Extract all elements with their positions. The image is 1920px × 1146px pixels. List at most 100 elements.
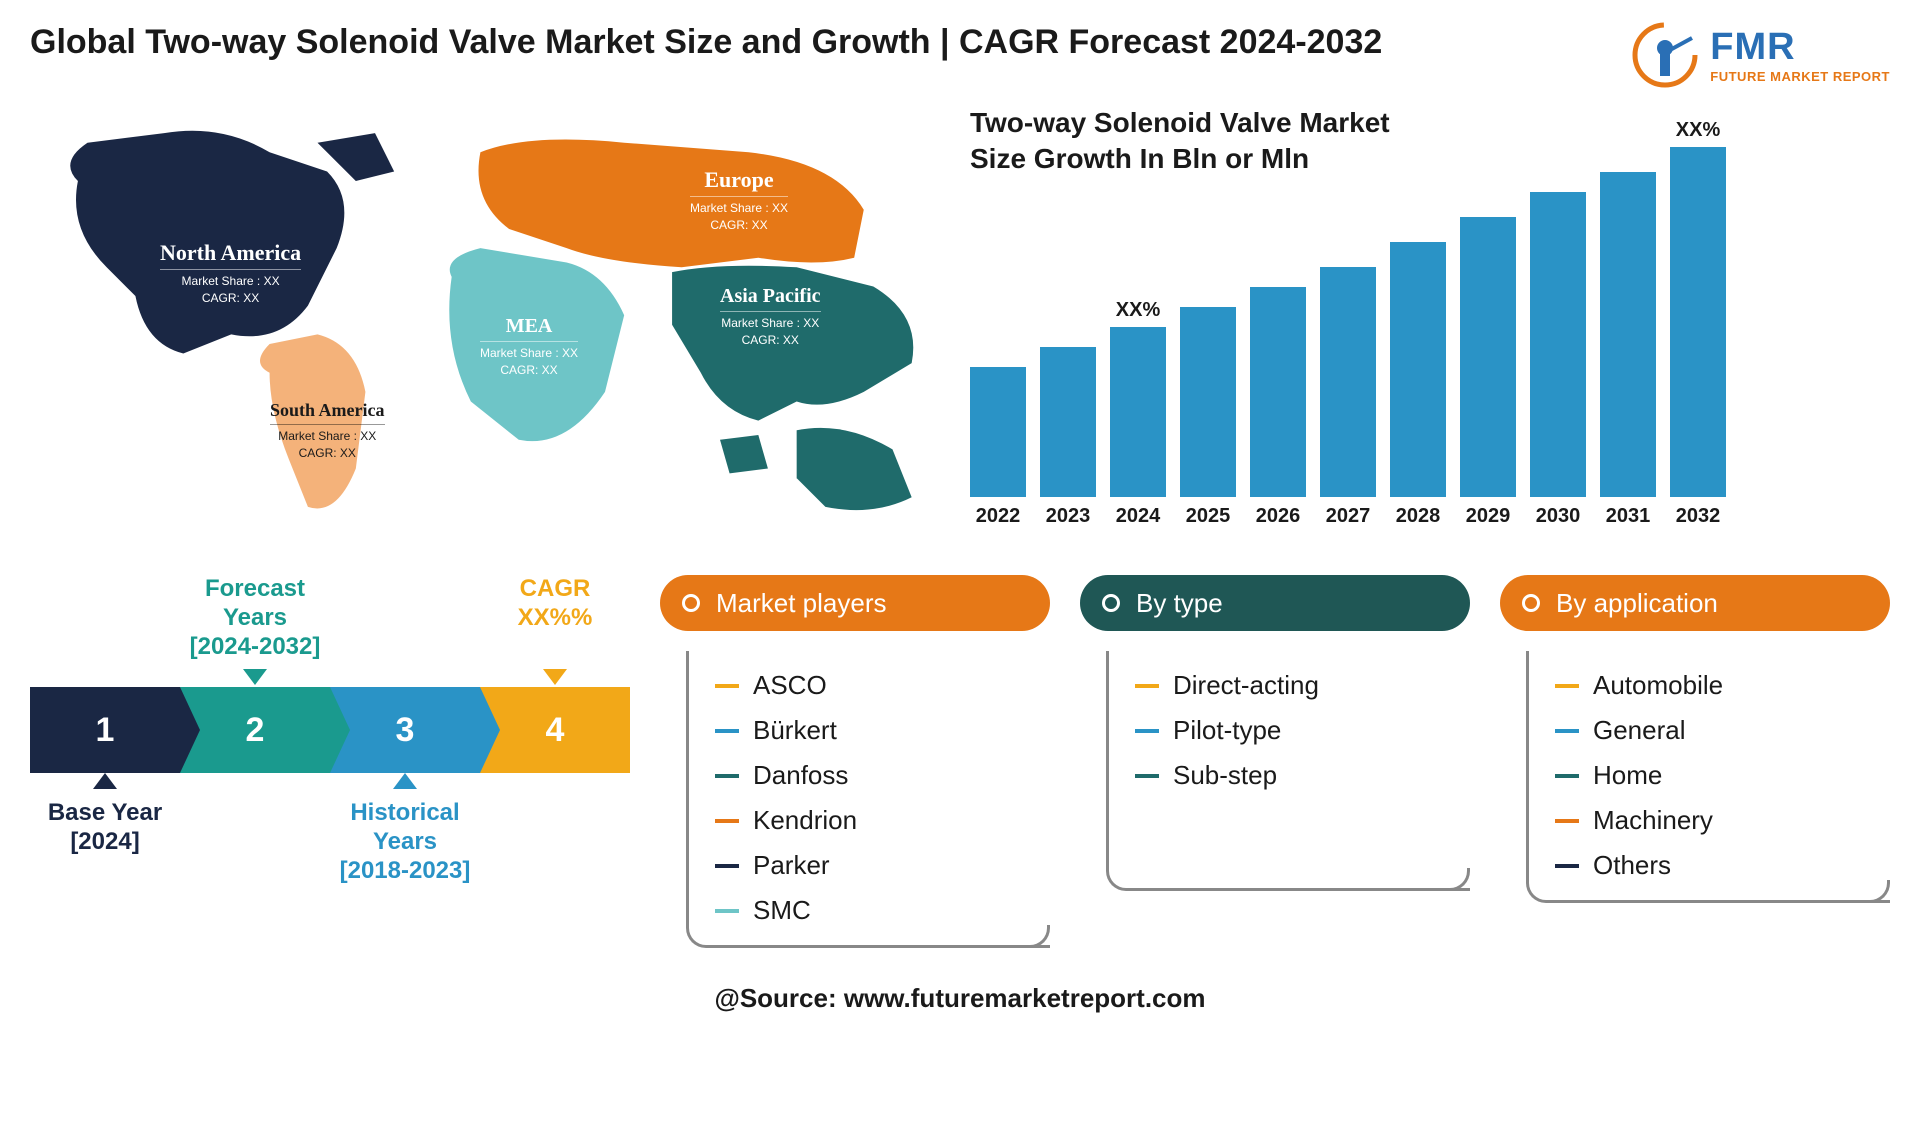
list-item: Pilot-type (1135, 708, 1470, 753)
bar-year-label: 2031 (1606, 505, 1651, 528)
region-eu-cagr: CAGR: XX (690, 217, 788, 234)
list-item: Parker (715, 843, 1050, 888)
market-players-column: Market players ASCO Bürkert Danfoss Kendrio… (660, 575, 1050, 948)
timeline-step: 1 (30, 687, 180, 773)
bar (970, 367, 1026, 497)
by-application-title: By application (1556, 588, 1718, 619)
bullet-icon (1102, 594, 1120, 612)
bar (1670, 147, 1726, 497)
list-item: Machinery (1555, 798, 1890, 843)
timeline-step: 3 (330, 687, 480, 773)
bar (1110, 327, 1166, 497)
tick-icon (1135, 684, 1159, 688)
bar (1250, 287, 1306, 497)
list-item-label: Machinery (1593, 805, 1713, 836)
bar-year-label: 2030 (1536, 505, 1581, 528)
list-item-label: Bürkert (753, 715, 837, 746)
list-item-label: Kendrion (753, 805, 857, 836)
tick-icon (715, 729, 739, 733)
historical-range: [2018-2023] (330, 857, 480, 886)
list-item: Bürkert (715, 708, 1050, 753)
logo-text-sub: FUTURE MARKET REPORT (1710, 69, 1890, 84)
region-mea-cagr: CAGR: XX (480, 362, 578, 379)
list-item: Danfoss (715, 753, 1050, 798)
bar (1320, 267, 1376, 497)
by-type-header: By type (1080, 575, 1470, 631)
list-item-label: Danfoss (753, 760, 848, 791)
triangle-up-icon (93, 773, 117, 789)
bar-year-label: 2029 (1466, 505, 1511, 528)
bar (1600, 172, 1656, 497)
bar (1460, 217, 1516, 497)
tick-icon (715, 864, 739, 868)
region-eu-share: Market Share : XX (690, 196, 788, 217)
list-item: Others (1555, 843, 1890, 888)
bar-group: XX%2032 (1670, 147, 1726, 528)
bar-year-label: 2028 (1396, 505, 1441, 528)
by-type-title: By type (1136, 588, 1223, 619)
list-item-label: Home (1593, 760, 1662, 791)
region-sa-cagr: CAGR: XX (270, 445, 385, 462)
region-sa-label: South America (270, 400, 385, 421)
tick-icon (1135, 774, 1159, 778)
region-ap-share: Market Share : XX (720, 311, 821, 332)
tick-icon (1555, 819, 1579, 823)
list-item-label: Parker (753, 850, 830, 881)
page-title: Global Two-way Solenoid Valve Market Siz… (30, 20, 1382, 64)
list-item-label: Sub-step (1173, 760, 1277, 791)
bullet-icon (1522, 594, 1540, 612)
tick-icon (715, 909, 739, 913)
list-item: ASCO (715, 663, 1050, 708)
bar-group: 2029 (1460, 217, 1516, 528)
bar-year-label: 2027 (1326, 505, 1371, 528)
bar-group: 2022 (970, 367, 1026, 528)
bar-year-label: 2023 (1046, 505, 1091, 528)
list-item-label: SMC (753, 895, 811, 926)
region-ap-cagr: CAGR: XX (720, 332, 821, 349)
tick-icon (1555, 729, 1579, 733)
bar-group: 2030 (1530, 192, 1586, 528)
historical-label: Historical Years (330, 799, 480, 857)
bar-annotation: XX% (1676, 119, 1720, 142)
cagr-value: XX%% (480, 604, 630, 633)
tick-icon (715, 684, 739, 688)
bar-group: 2026 (1250, 287, 1306, 528)
list-item: Automobile (1555, 663, 1890, 708)
bar-group: 2028 (1390, 242, 1446, 528)
tick-icon (1135, 729, 1159, 733)
base-year-range: [2024] (30, 828, 180, 857)
region-mea-share: Market Share : XX (480, 341, 578, 362)
bar-group: 2025 (1180, 307, 1236, 528)
timeline: Forecast Years [2024-2032] CAGR XX%% 123… (30, 575, 630, 886)
market-players-header: Market players (660, 575, 1050, 631)
region-na-cagr: CAGR: XX (160, 290, 301, 307)
timeline-step: 4 (480, 687, 630, 773)
bar-year-label: 2025 (1186, 505, 1231, 528)
triangle-up-icon (393, 773, 417, 789)
bar (1180, 307, 1236, 497)
market-players-title: Market players (716, 588, 887, 619)
region-eu-label: Europe (690, 167, 788, 193)
forecast-range: [2024-2032] (180, 633, 330, 662)
region-na-label: North America (160, 240, 301, 266)
tick-icon (1555, 774, 1579, 778)
list-item-label: General (1593, 715, 1686, 746)
bar-group: 2023 (1040, 347, 1096, 528)
list-item: Sub-step (1135, 753, 1470, 798)
bar-year-label: 2022 (976, 505, 1021, 528)
bar-year-label: 2024 (1116, 505, 1161, 528)
list-item-label: Others (1593, 850, 1671, 881)
base-year-label: Base Year (30, 799, 180, 828)
list-item: Kendrion (715, 798, 1050, 843)
bar-group: 2031 (1600, 172, 1656, 528)
list-item: General (1555, 708, 1890, 753)
triangle-down-icon (243, 669, 267, 685)
bar-year-label: 2026 (1256, 505, 1301, 528)
list-item-label: Automobile (1593, 670, 1723, 701)
bar (1040, 347, 1096, 497)
region-na-share: Market Share : XX (160, 269, 301, 290)
by-type-column: By type Direct-actingPilot-typeSub-step (1080, 575, 1470, 891)
bar-annotation: XX% (1116, 299, 1160, 322)
world-map: North America Market Share : XX CAGR: XX… (30, 105, 950, 535)
region-mea-label: MEA (480, 315, 578, 338)
